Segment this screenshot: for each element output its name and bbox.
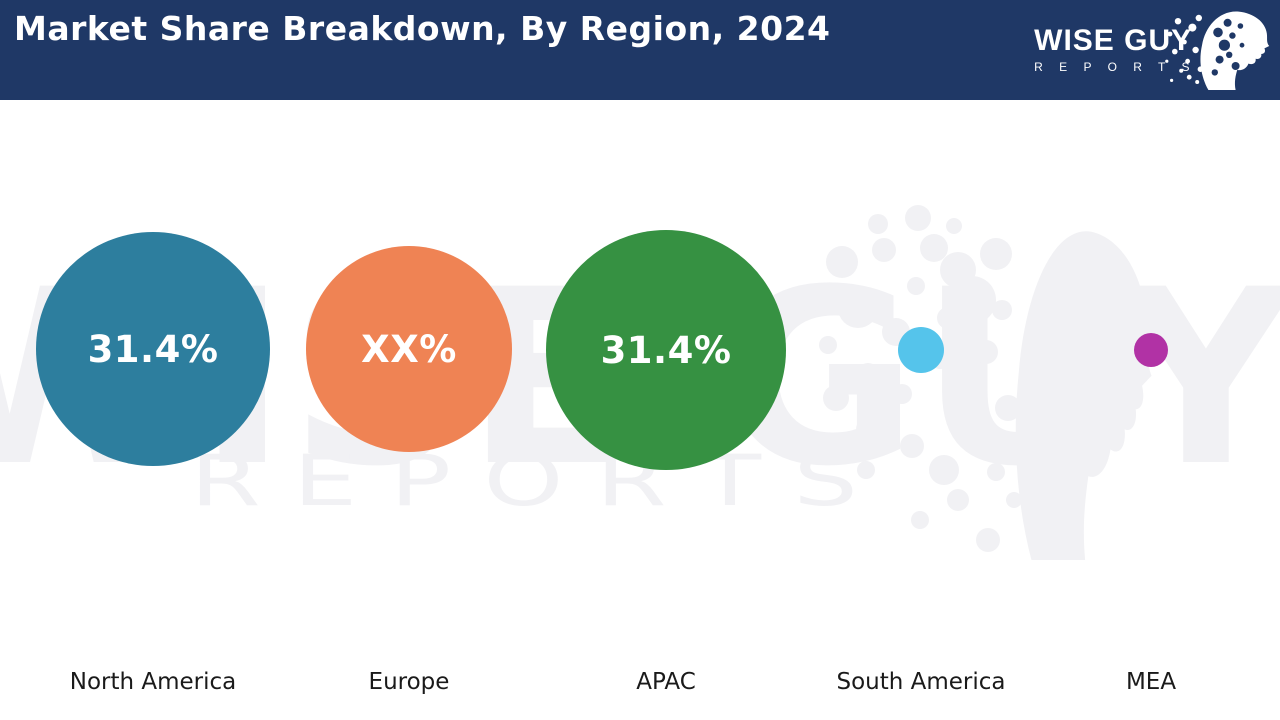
bubble-value-label: 31.4%	[600, 328, 732, 372]
bubble-north-america: 31.4%	[36, 232, 270, 466]
bubble-value-label: XX%	[361, 327, 457, 371]
bubble-apac: 31.4%	[546, 230, 786, 470]
logo-name: WISE GUY	[1034, 24, 1193, 57]
category-label-north-america: North America	[69, 669, 237, 695]
logo-text-block: WISE GUY R E P O R T S	[1034, 24, 1196, 75]
watermark-head-profile-icon	[798, 205, 1152, 560]
category-label-mea: MEA	[1125, 669, 1177, 695]
category-label-europe: Europe	[368, 669, 450, 695]
page-title: Market Share Breakdown, By Region, 2024	[14, 9, 831, 48]
logo-tagline: R E P O R T S	[1034, 60, 1196, 74]
bubble-mea	[1134, 333, 1168, 367]
category-label-apac: APAC	[636, 669, 696, 695]
bubble-value-label: 31.4%	[87, 327, 219, 371]
bubble-europe: XX%	[306, 246, 512, 452]
category-label-south-america: South America	[836, 669, 1006, 695]
wiseguy-logo: WISE GUY R E P O R T S	[1034, 0, 1274, 100]
logo-head-icon	[1165, 11, 1270, 90]
bubble-south-america	[898, 327, 944, 373]
header-bar: Market Share Breakdown, By Region, 2024 …	[0, 0, 1280, 100]
watermark-reports-text: R E P O R T S	[190, 440, 858, 522]
